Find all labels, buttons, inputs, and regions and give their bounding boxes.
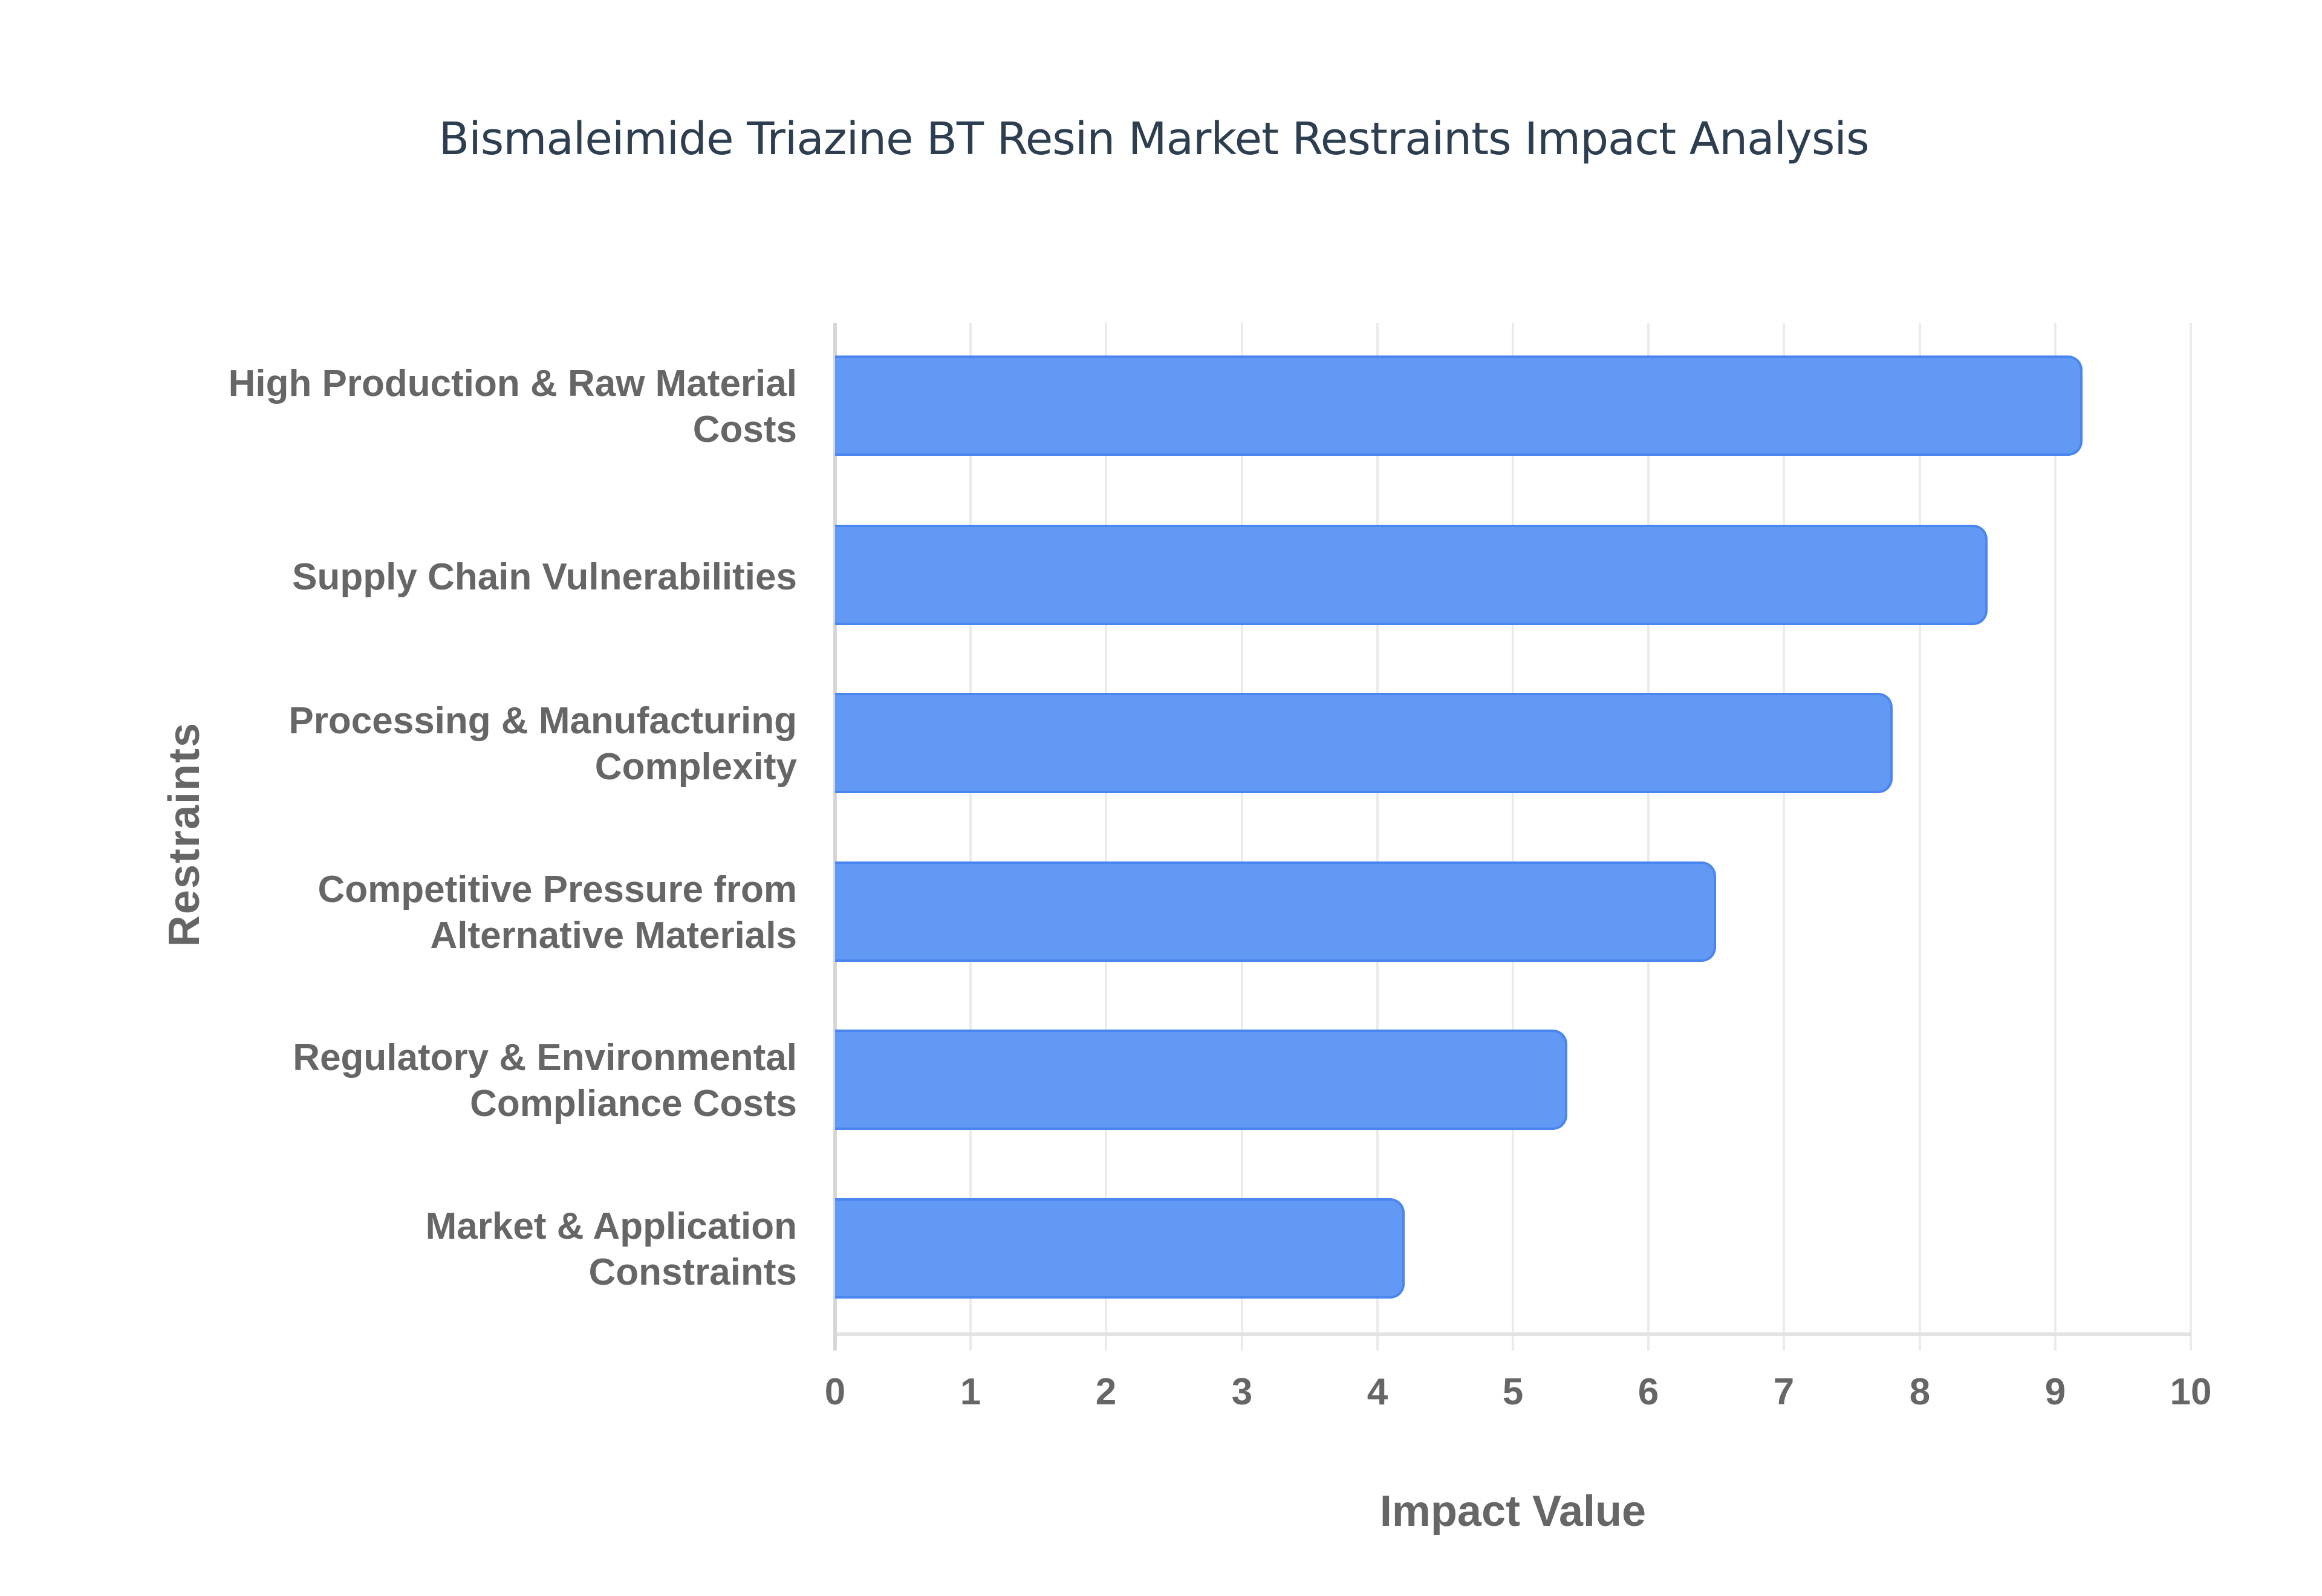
x-tick-1: 1: [960, 1371, 981, 1413]
x-tick-4: 4: [1367, 1371, 1388, 1413]
gridline-6: [1647, 323, 1650, 1351]
x-tick-10: 10: [2170, 1371, 2212, 1413]
gridline-7: [1783, 323, 1785, 1351]
gridline-5: [1512, 323, 1514, 1351]
category-label-line: Processing & Manufacturing: [288, 700, 797, 742]
gridline-2: [1105, 323, 1107, 1351]
y-axis-line: [833, 323, 837, 1351]
category-label-market-application: Market & Application Constraints: [192, 1204, 797, 1296]
x-axis-title: Impact Value: [1379, 1487, 1647, 1536]
category-label-line: Competitive Pressure from: [317, 869, 797, 910]
category-label-line: Supply Chain Vulnerabilities: [292, 556, 797, 598]
category-label-line: Regulatory & Environmental: [293, 1037, 797, 1079]
x-axis-line: [835, 1332, 2191, 1336]
bar-supply-chain[interactable]: [835, 525, 1988, 625]
category-label-high-production-costs: High Production & Raw Material Costs: [192, 361, 797, 453]
category-label-line: High Production & Raw Material: [228, 363, 797, 404]
gridline-9: [2054, 323, 2057, 1351]
x-tick-9: 9: [2044, 1371, 2066, 1413]
x-tick-0: 0: [824, 1371, 846, 1413]
category-label-line: Compliance Costs: [470, 1083, 797, 1124]
category-label-competitive-pressure: Competitive Pressure from Alternative Ma…: [192, 867, 797, 959]
x-tick-5: 5: [1502, 1371, 1524, 1413]
bar-regulatory-compliance[interactable]: [835, 1030, 1567, 1130]
bar-processing-complexity[interactable]: [835, 693, 1893, 793]
chart-title: Bismaleimide Triazine BT Resin Market Re…: [438, 113, 1869, 165]
gridline-3: [1241, 323, 1243, 1351]
bar-high-production-costs[interactable]: [835, 355, 2083, 456]
category-label-supply-chain: Supply Chain Vulnerabilities: [192, 554, 797, 600]
category-label-processing-complexity: Processing & Manufacturing Complexity: [192, 698, 797, 790]
category-label-line: Market & Application: [425, 1205, 797, 1247]
gridline-10: [2190, 323, 2192, 1351]
gridline-1: [969, 323, 972, 1351]
x-tick-3: 3: [1231, 1371, 1253, 1413]
bar-competitive-pressure[interactable]: [835, 861, 1717, 962]
category-label-line: Complexity: [594, 746, 797, 788]
x-tick-6: 6: [1637, 1371, 1659, 1413]
x-tick-8: 8: [1909, 1371, 1931, 1413]
category-label-line: Costs: [692, 409, 797, 450]
x-tick-2: 2: [1095, 1371, 1117, 1413]
category-label-line: Alternative Materials: [430, 915, 797, 956]
gridline-8: [1919, 323, 1921, 1351]
category-label-line: Constraints: [588, 1251, 797, 1293]
bar-market-application[interactable]: [835, 1198, 1405, 1299]
gridline-4: [1376, 323, 1379, 1351]
category-label-regulatory-compliance: Regulatory & Environmental Compliance Co…: [192, 1035, 797, 1127]
x-tick-7: 7: [1773, 1371, 1795, 1413]
plot-area: [833, 323, 2192, 1351]
